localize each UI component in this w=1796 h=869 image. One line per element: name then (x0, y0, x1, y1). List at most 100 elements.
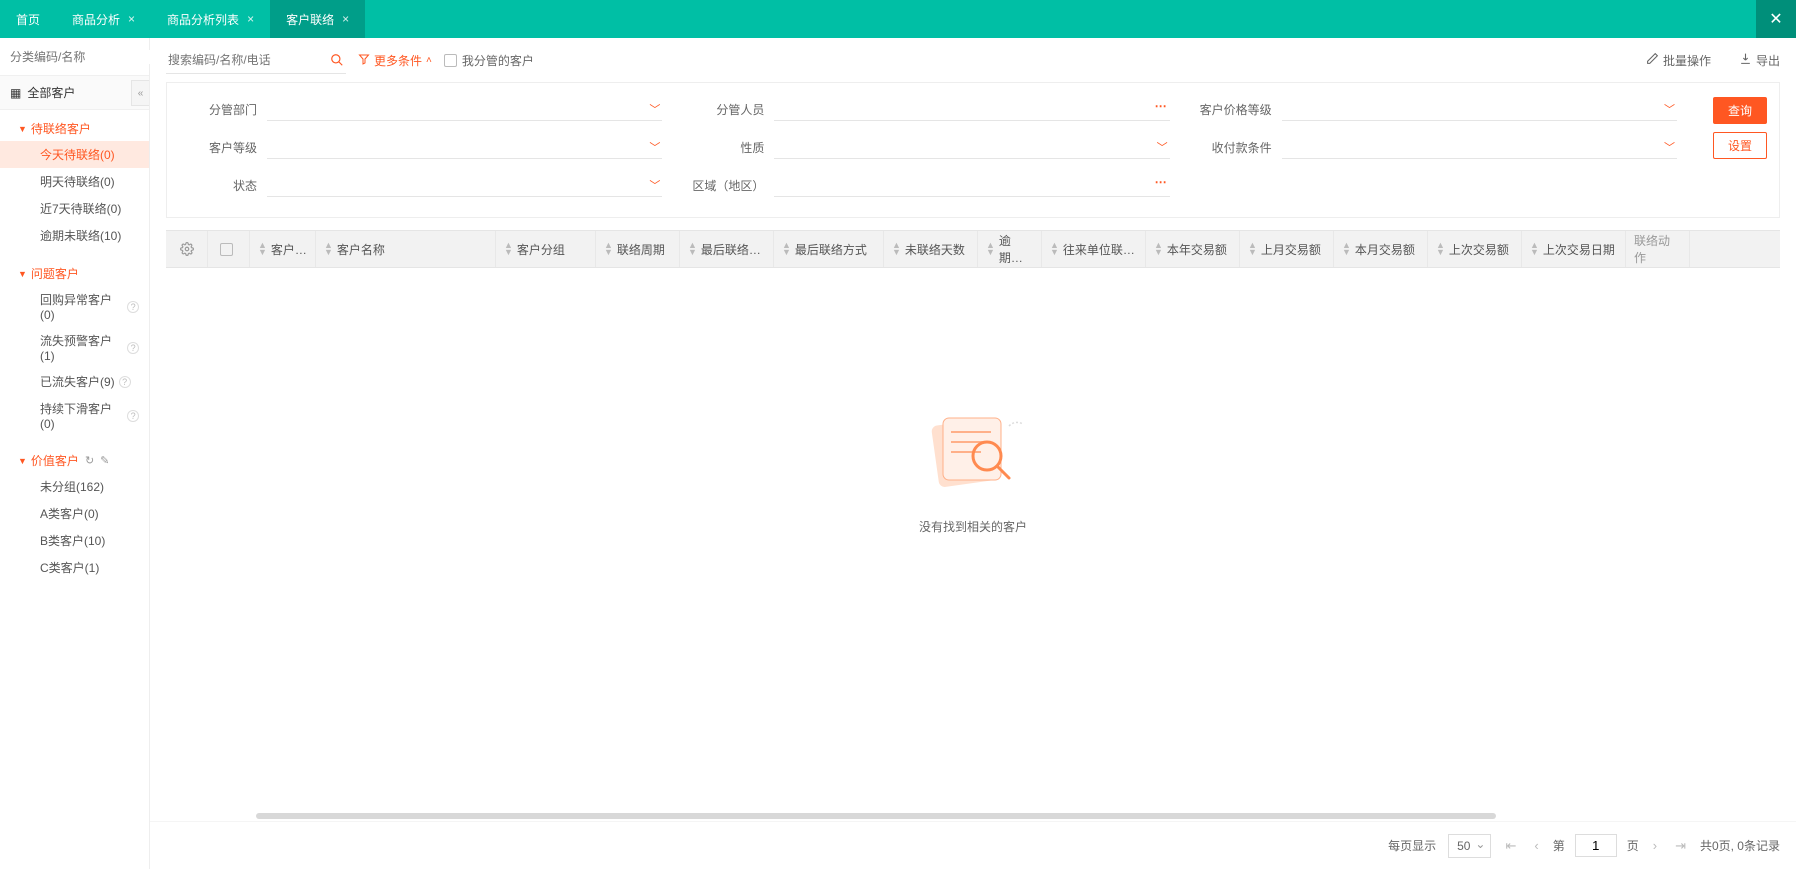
tab-2[interactable]: 商品分析列表× (151, 0, 270, 38)
grid-icon: ▦ (10, 86, 21, 100)
sidebar-group-header[interactable]: ▼价值客户↻✎ (0, 448, 149, 473)
sidebar-item[interactable]: 未分组(162) (0, 473, 149, 500)
export-icon (1739, 52, 1752, 68)
sidebar-item[interactable]: 流失预警客户(1)? (0, 327, 149, 368)
sidebar-root-all-customers[interactable]: ▦ 全部客户 (0, 76, 149, 110)
table-header-cell[interactable]: ▲▼未联络天数 (884, 231, 978, 267)
horizontal-scrollbar[interactable] (166, 811, 1780, 821)
help-icon[interactable]: ? (119, 376, 131, 388)
empty-illustration-icon (913, 408, 1033, 498)
table-header-cell[interactable]: ▲▼本年交易额 (1146, 231, 1240, 267)
table-header-cell[interactable]: ▲▼上月交易额 (1240, 231, 1334, 267)
chevron-down-icon[interactable]: ﹀ (649, 177, 660, 193)
table-header-cell[interactable]: ▲▼客户名称 (316, 231, 496, 267)
sidebar-item[interactable]: 今天待联络(0) (0, 141, 149, 168)
table-header-row: ▲▼客户…▲▼客户名称▲▼客户分组▲▼联络周期▲▼最后联络…▲▼最后联络方式▲▼… (166, 230, 1780, 268)
table-header-cell[interactable]: ▲▼往来单位联… (1042, 231, 1146, 267)
search-icon[interactable] (330, 53, 344, 70)
batch-ops-button[interactable]: 批量操作 (1646, 52, 1711, 69)
filter-input[interactable]: ﹀ (1282, 97, 1677, 121)
my-customers-label: 我分管的客户 (462, 52, 534, 69)
query-button[interactable]: 查询 (1713, 97, 1767, 124)
chevron-down-icon[interactable]: ﹀ (649, 101, 660, 117)
filter-input[interactable]: ﹀ (267, 135, 662, 159)
topbar-close-button[interactable]: ✕ (1756, 0, 1796, 38)
table-header-cell[interactable]: ▲▼本月交易额 (1334, 231, 1428, 267)
sidebar-collapse-button[interactable]: « (131, 80, 149, 106)
pager-page-suffix: 页 (1627, 837, 1639, 854)
tab-3[interactable]: 客户联络× (270, 0, 365, 38)
refresh-icon[interactable]: ↻ (85, 454, 94, 467)
export-button[interactable]: 导出 (1739, 52, 1780, 69)
sidebar-item[interactable]: 已流失客户(9)? (0, 368, 149, 395)
table-header-cell[interactable]: ▲▼上次交易日期 (1522, 231, 1626, 267)
table-settings-button[interactable] (166, 231, 208, 267)
close-icon[interactable]: × (342, 12, 349, 26)
empty-state: 没有找到相关的客户 (166, 268, 1780, 595)
ellipsis-icon[interactable]: ⋯ (1155, 175, 1168, 189)
sidebar-item-label: 持续下滑客户(0) (40, 400, 123, 431)
more-conditions-toggle[interactable]: 更多条件 ˄ (358, 52, 432, 69)
ellipsis-icon[interactable]: ⋯ (1155, 99, 1168, 113)
table-header-label: 客户分组 (517, 241, 565, 258)
sidebar-group-header[interactable]: ▼待联络客户 (0, 116, 149, 141)
select-all-checkbox[interactable] (208, 231, 250, 267)
chevron-down-icon[interactable]: ﹀ (1664, 139, 1675, 155)
table-header-cell[interactable]: ▲▼逾期… (978, 231, 1042, 267)
my-customers-checkbox[interactable]: 我分管的客户 (444, 52, 534, 69)
sort-icon: ▲▼ (324, 242, 333, 256)
settings-button[interactable]: 设置 (1713, 132, 1767, 159)
per-page-select[interactable]: 50 (1448, 834, 1491, 858)
sidebar-item[interactable]: C类客户(1) (0, 554, 149, 581)
pager-page-prefix: 第 (1553, 837, 1565, 854)
sidebar-group-header[interactable]: ▼问题客户 (0, 261, 149, 286)
table-header-label: 最后联络方式 (795, 241, 867, 258)
table-header-cell[interactable]: ▲▼最后联络… (680, 231, 774, 267)
sidebar-item[interactable]: A类客户(0) (0, 500, 149, 527)
table-header-cell[interactable]: ▲▼客户… (250, 231, 316, 267)
sidebar-item[interactable]: 近7天待联络(0) (0, 195, 149, 222)
sidebar-search-input[interactable] (10, 50, 165, 64)
table-header-label: 本年交易额 (1167, 241, 1227, 258)
sidebar-item[interactable]: 回购异常客户(0)? (0, 286, 149, 327)
help-icon[interactable]: ? (127, 410, 139, 422)
funnel-icon (358, 53, 370, 68)
pager-next-button[interactable]: › (1649, 838, 1661, 853)
chevron-down-icon[interactable]: ﹀ (1664, 101, 1675, 117)
help-icon[interactable]: ? (127, 342, 139, 354)
sidebar-item[interactable]: B类客户(10) (0, 527, 149, 554)
sidebar-item[interactable]: 逾期未联络(10) (0, 222, 149, 249)
tab-0[interactable]: 首页 (0, 0, 56, 38)
table-header-cell[interactable]: ▲▼客户分组 (496, 231, 596, 267)
edit-icon (1646, 52, 1659, 68)
filter-input[interactable]: ﹀ (267, 173, 662, 197)
filter-input[interactable]: ﹀ (774, 135, 1169, 159)
table-header-cell[interactable]: ▲▼上次交易额 (1428, 231, 1522, 267)
sidebar-item-label: 回购异常客户(0) (40, 291, 123, 322)
scrollbar-thumb[interactable] (256, 813, 1496, 819)
pager-prev-button[interactable]: ‹ (1530, 838, 1542, 853)
filter-input[interactable]: ﹀ (1282, 135, 1677, 159)
sidebar-item-label: 近7天待联络(0) (40, 200, 121, 217)
close-icon[interactable]: × (247, 12, 254, 26)
sidebar-item[interactable]: 明天待联络(0) (0, 168, 149, 195)
caret-down-icon: ▼ (18, 124, 27, 134)
empty-text: 没有找到相关的客户 (919, 518, 1027, 535)
main-search-input[interactable] (166, 47, 346, 73)
filter-input[interactable]: ﹀ (267, 97, 662, 121)
chevron-down-icon[interactable]: ﹀ (1157, 139, 1168, 155)
chevron-down-icon[interactable]: ﹀ (649, 139, 660, 155)
close-icon[interactable]: × (128, 12, 135, 26)
filter-input[interactable]: ⋯ (774, 97, 1169, 121)
sidebar-item[interactable]: 持续下滑客户(0)? (0, 395, 149, 436)
pager-last-button[interactable]: ⇥ (1671, 838, 1690, 854)
pager-first-button[interactable]: ⇤ (1501, 838, 1520, 854)
tab-1[interactable]: 商品分析× (56, 0, 151, 38)
pager-page-input[interactable] (1575, 834, 1617, 857)
edit-icon[interactable]: ✎ (100, 454, 109, 467)
help-icon[interactable]: ? (127, 301, 139, 313)
table-header-cell[interactable]: ▲▼最后联络方式 (774, 231, 884, 267)
table-header-label: 上月交易额 (1261, 241, 1321, 258)
table-header-cell[interactable]: ▲▼联络周期 (596, 231, 680, 267)
filter-input[interactable]: ⋯ (774, 173, 1169, 197)
